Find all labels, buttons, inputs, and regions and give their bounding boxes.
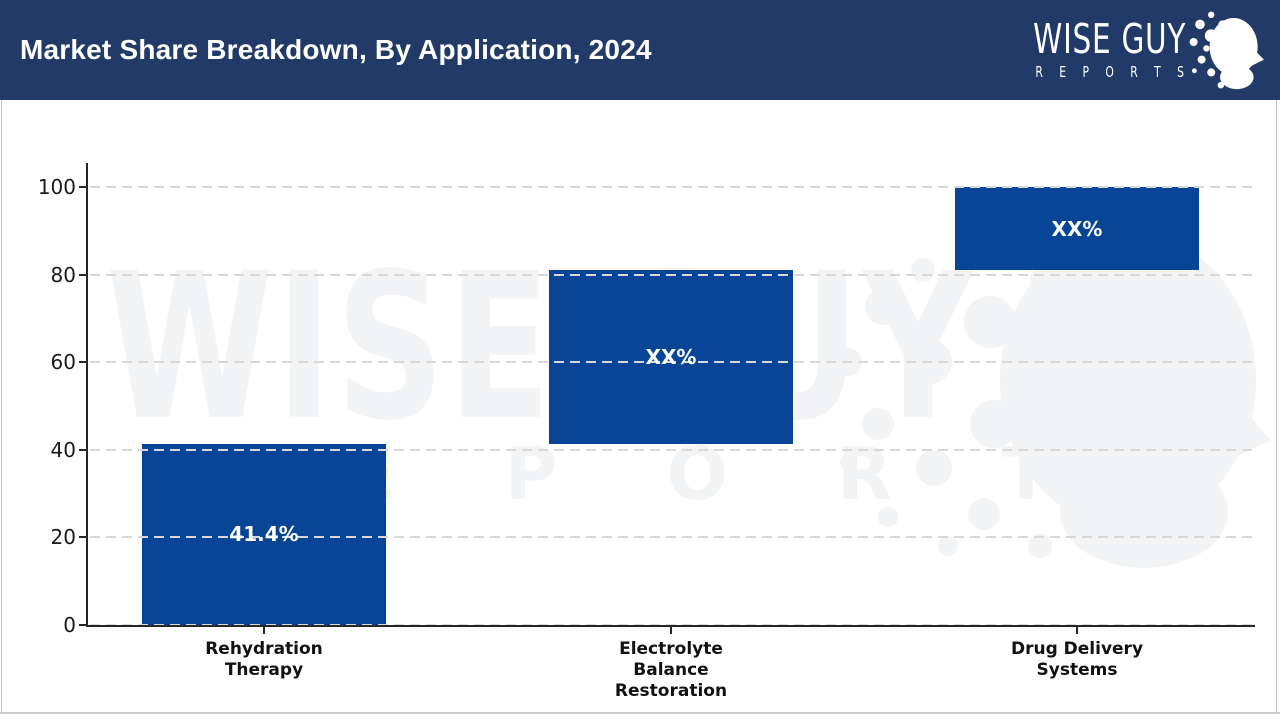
- y-tick-label: 0: [63, 613, 76, 637]
- label-line: Restoration: [614, 681, 728, 701]
- bar-value-label: XX%: [1051, 216, 1103, 241]
- x-tick: [263, 627, 265, 634]
- x-tick: [670, 627, 672, 634]
- watermark-wordmark: WISE GUY: [106, 229, 976, 465]
- x-axis-label-drug-delivery-systems: Drug Delivery Systems: [1011, 639, 1143, 681]
- label-line: Systems: [1036, 660, 1118, 680]
- gridline: [90, 273, 1256, 276]
- label-line: Rehydration: [205, 639, 323, 659]
- bar-value-label: 41.4%: [229, 522, 299, 547]
- page-title: Market Share Breakdown, By Application, …: [20, 34, 652, 65]
- gridline: [90, 448, 1256, 451]
- gridline: [90, 536, 1256, 539]
- frame-bottom-border: [0, 712, 1280, 714]
- bar-drug-delivery-systems: [955, 187, 1199, 271]
- bar-rehydration-therapy: [142, 443, 386, 625]
- x-axis-line: [86, 625, 1255, 627]
- y-tick-label: 40: [50, 437, 76, 462]
- gridline: [90, 186, 1256, 188]
- frame-left-border: [1, 100, 2, 713]
- x-tick: [1076, 627, 1078, 634]
- y-tick: [79, 186, 87, 188]
- header-bar: Market Share Breakdown, By Application, …: [0, 0, 1280, 100]
- y-tick: [79, 273, 87, 276]
- x-axis-label-rehydration-therapy: Rehydration Therapy: [205, 639, 323, 681]
- label-line: Balance: [633, 660, 709, 680]
- y-tick: [79, 536, 87, 539]
- frame-right-border: [1276, 100, 1277, 713]
- bar-value-label: XX%: [645, 344, 697, 369]
- bar-electrolyte-balance-restoration: [549, 270, 793, 444]
- brand-logo: WISE GUY R E P O R T S: [966, 7, 1264, 93]
- y-tick-label: 80: [50, 262, 76, 287]
- y-tick-label: 100: [37, 175, 76, 199]
- label-line: Drug Delivery: [1010, 639, 1144, 659]
- y-tick: [79, 448, 87, 451]
- x-axis-label-electrolyte-balance-restoration: Electrolyte Balance Restoration: [615, 639, 727, 702]
- y-axis-line: [86, 163, 88, 627]
- brand-logo-text: WISE GUY R E P O R T S: [1028, 15, 1190, 82]
- label-line: Therapy: [224, 660, 304, 680]
- brand-name: WISE GUY: [1032, 15, 1186, 63]
- brand-head-icon: [1189, 11, 1264, 90]
- y-tick-label: 20: [50, 525, 76, 550]
- brand-tagline: R E P O R T S: [1034, 63, 1190, 81]
- label-line: Electrolyte: [619, 639, 723, 659]
- y-tick-label: 60: [50, 350, 76, 375]
- y-tick: [79, 624, 87, 626]
- y-tick: [79, 361, 87, 364]
- gridline: [90, 361, 1256, 364]
